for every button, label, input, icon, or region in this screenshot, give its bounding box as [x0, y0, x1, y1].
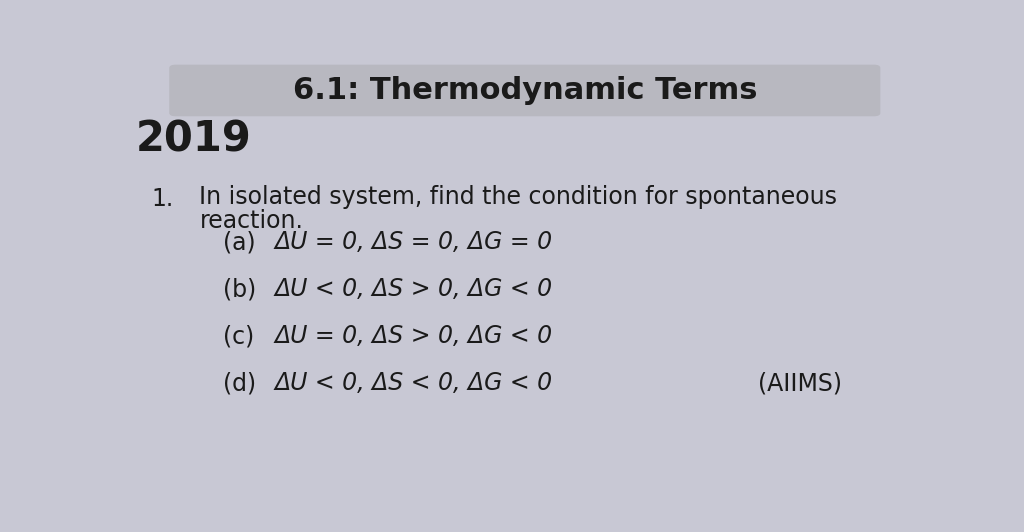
FancyBboxPatch shape [169, 65, 881, 117]
Text: (b): (b) [223, 277, 256, 301]
Text: (c): (c) [223, 324, 255, 348]
Text: (AIIMS): (AIIMS) [758, 371, 842, 395]
Text: ΔU < 0, ΔS < 0, ΔG < 0: ΔU < 0, ΔS < 0, ΔG < 0 [274, 371, 553, 395]
Text: 6.1: Thermodynamic Terms: 6.1: Thermodynamic Terms [293, 76, 757, 105]
Text: 2019: 2019 [136, 119, 252, 161]
Text: (d): (d) [223, 371, 256, 395]
Text: (a): (a) [223, 230, 256, 254]
Text: reaction.: reaction. [200, 209, 303, 233]
Text: ΔU = 0, ΔS = 0, ΔG = 0: ΔU = 0, ΔS = 0, ΔG = 0 [274, 230, 553, 254]
Text: 1.: 1. [152, 187, 174, 211]
Text: In isolated system, find the condition for spontaneous: In isolated system, find the condition f… [200, 185, 838, 209]
Text: ΔU < 0, ΔS > 0, ΔG < 0: ΔU < 0, ΔS > 0, ΔG < 0 [274, 277, 553, 301]
Text: ΔU = 0, ΔS > 0, ΔG < 0: ΔU = 0, ΔS > 0, ΔG < 0 [274, 324, 553, 348]
